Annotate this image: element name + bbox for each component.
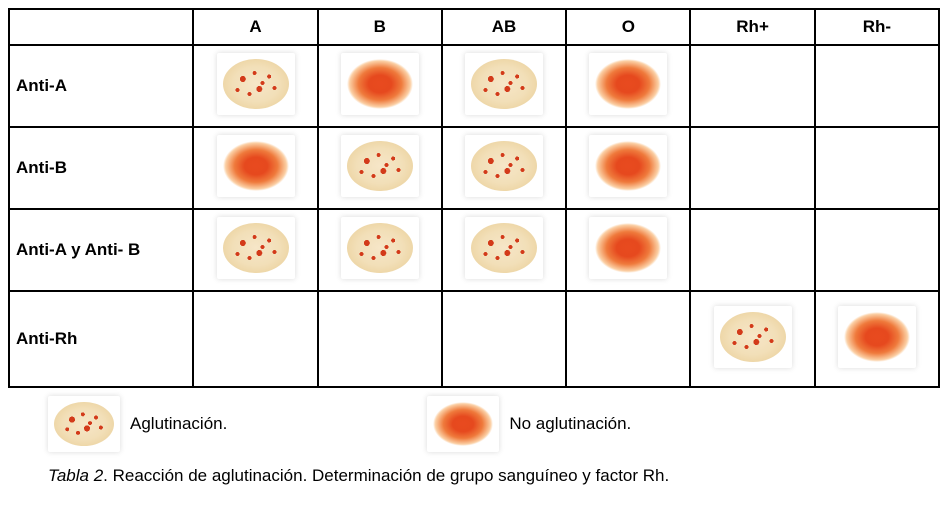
no-agglutination-icon bbox=[341, 53, 419, 115]
cell bbox=[318, 127, 442, 209]
no-agglutination-icon bbox=[838, 306, 916, 368]
row-head: Anti-A y Anti- B bbox=[9, 209, 193, 291]
table-caption: Tabla 2. Reacción de aglutinación. Deter… bbox=[8, 466, 941, 486]
caption-prefix: Tabla 2 bbox=[48, 466, 103, 485]
cell bbox=[193, 127, 317, 209]
no-agglutination-icon bbox=[589, 135, 667, 197]
cell bbox=[566, 45, 690, 127]
cell bbox=[815, 45, 939, 127]
agglutination-table: A B AB O Rh+ Rh- Anti-AAnti-BAnti-A y An… bbox=[8, 8, 940, 388]
legend: Aglutinación. No aglutinación. bbox=[8, 396, 941, 452]
col-head-Rhp: Rh+ bbox=[690, 9, 814, 45]
cell bbox=[815, 127, 939, 209]
col-head-B: B bbox=[318, 9, 442, 45]
cell bbox=[566, 127, 690, 209]
cell bbox=[442, 45, 566, 127]
col-head-A: A bbox=[193, 9, 317, 45]
caption-text: . Reacción de aglutinación. Determinació… bbox=[103, 466, 669, 485]
agglutination-icon bbox=[217, 217, 295, 279]
cell bbox=[815, 209, 939, 291]
cell bbox=[318, 45, 442, 127]
col-head-AB: AB bbox=[442, 9, 566, 45]
agglutination-icon bbox=[465, 135, 543, 197]
agglutination-icon bbox=[217, 53, 295, 115]
table-row: Anti-Rh bbox=[9, 291, 939, 387]
cell bbox=[193, 45, 317, 127]
cell bbox=[690, 45, 814, 127]
col-head-O: O bbox=[566, 9, 690, 45]
cell bbox=[442, 127, 566, 209]
col-head-Rhn: Rh- bbox=[815, 9, 939, 45]
corner-cell bbox=[9, 9, 193, 45]
cell bbox=[566, 291, 690, 387]
cell bbox=[690, 127, 814, 209]
legend-noagg-label: No aglutinación. bbox=[509, 414, 631, 434]
agglutination-icon bbox=[465, 53, 543, 115]
table-row: Anti-B bbox=[9, 127, 939, 209]
row-head: Anti-A bbox=[9, 45, 193, 127]
agglutination-icon bbox=[714, 306, 792, 368]
legend-agg-icon bbox=[48, 396, 120, 452]
table-row: Anti-A y Anti- B bbox=[9, 209, 939, 291]
row-head: Anti-B bbox=[9, 127, 193, 209]
cell bbox=[193, 209, 317, 291]
cell bbox=[442, 291, 566, 387]
no-agglutination-icon bbox=[589, 217, 667, 279]
legend-noagg-icon bbox=[427, 396, 499, 452]
row-head: Anti-Rh bbox=[9, 291, 193, 387]
no-agglutination-icon bbox=[589, 53, 667, 115]
cell bbox=[690, 291, 814, 387]
header-row: A B AB O Rh+ Rh- bbox=[9, 9, 939, 45]
cell bbox=[566, 209, 690, 291]
cell bbox=[193, 291, 317, 387]
cell bbox=[318, 209, 442, 291]
no-agglutination-icon bbox=[217, 135, 295, 197]
agglutination-icon bbox=[341, 217, 419, 279]
agglutination-icon bbox=[465, 217, 543, 279]
cell bbox=[442, 209, 566, 291]
table-body: Anti-AAnti-BAnti-A y Anti- BAnti-Rh bbox=[9, 45, 939, 387]
legend-agg-label: Aglutinación. bbox=[130, 414, 227, 434]
cell bbox=[815, 291, 939, 387]
table-row: Anti-A bbox=[9, 45, 939, 127]
cell bbox=[690, 209, 814, 291]
agglutination-icon bbox=[341, 135, 419, 197]
cell bbox=[318, 291, 442, 387]
